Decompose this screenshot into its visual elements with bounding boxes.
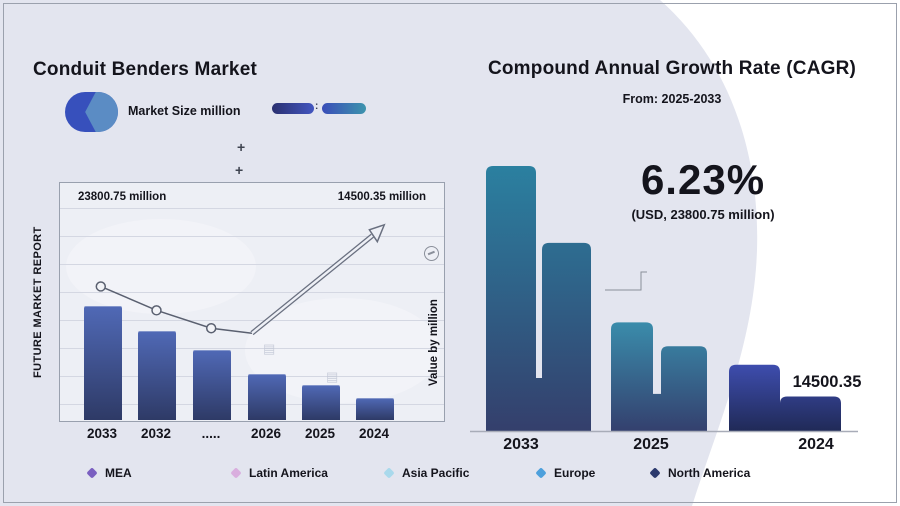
- legend-label: North America: [668, 466, 751, 480]
- legend-diamond-icon: [230, 467, 242, 479]
- series-label: Market Size million: [128, 104, 241, 118]
- legend-diamond-icon: [383, 467, 395, 479]
- legend-label: Asia Pacific: [402, 466, 470, 480]
- x-tick-label: 2024: [798, 436, 834, 453]
- step-decoration: [605, 271, 647, 291]
- cagr-value: 6.23%: [640, 156, 766, 203]
- cagr-bar-2024-secondary: [780, 396, 841, 431]
- cagr-bar-2033-primary: [486, 166, 536, 431]
- cagr-bars-svg: [470, 166, 858, 433]
- legend-label: Europe: [554, 466, 596, 480]
- cagr-chart: 14500.35 2033 2025 2024: [462, 160, 872, 460]
- cagr-detail: (USD, 23800.75 million): [631, 207, 775, 222]
- plus-decoration: +: [237, 139, 246, 155]
- legend-diamond-icon: [649, 467, 661, 479]
- left-axis-watermark: FUTURE MARKET REPORT: [32, 226, 44, 378]
- legend-diamond-icon: [535, 467, 547, 479]
- page-title: Conduit Benders Market: [33, 59, 257, 80]
- x-tick-label: 2033: [503, 436, 539, 453]
- cagr-bar-2024-primary: [729, 364, 780, 431]
- ratio-pill-left: [272, 103, 314, 114]
- market-size-bar-.....: [193, 350, 231, 420]
- market-size-bar-2032: [138, 331, 176, 420]
- bar-value-label: 14500.35: [792, 373, 862, 391]
- legend-item-asia-pacific: Asia Pacific: [383, 466, 470, 480]
- chart-gridlines: [60, 208, 444, 405]
- region-legend: MEA Latin America Asia Pacific Europe North …: [0, 466, 900, 488]
- legend-diamond-icon: [86, 467, 98, 479]
- cylinder-icon: [65, 92, 118, 132]
- market-size-bar-2024: [356, 398, 394, 420]
- legend-label: Latin America: [249, 466, 328, 480]
- value-axis-label: Value by million: [428, 299, 440, 387]
- x-tick-label: 2025: [304, 426, 336, 441]
- market-size-chart: 23800.75 million 14500.35 million ▤ ▤: [59, 182, 445, 422]
- cagr-title: Compound Annual Growth Rate (CAGR): [487, 58, 857, 79]
- cagr-subtitle: From: 2025-2033: [622, 92, 722, 106]
- x-tick-label: 2024: [358, 426, 390, 441]
- max-value-label: 23800.75 million: [78, 191, 167, 203]
- left-chart-x-axis: 2033 2032..... 2026 2025 2024: [59, 426, 445, 446]
- x-tick-label: 2025: [633, 436, 669, 453]
- x-tick-label: 2032: [140, 426, 172, 441]
- page-watermark-icon: ▤: [263, 341, 276, 356]
- min-value-label: 14500.35 million: [337, 191, 426, 203]
- legend-label: MEA: [105, 466, 132, 480]
- market-size-bar-2026: [248, 374, 286, 420]
- bar-merge: [486, 378, 591, 431]
- x-tick-label: 2033: [86, 426, 118, 441]
- cylinder-cap: [85, 92, 118, 132]
- market-size-bar-2033: [84, 306, 122, 420]
- bars-layer: [60, 183, 444, 421]
- bar-merge: [611, 393, 707, 431]
- trend-line-arrow: [95, 223, 386, 336]
- ratio-separator: :: [315, 101, 319, 112]
- legend-item-mea: MEA: [86, 466, 132, 480]
- x-tick-label: 2026: [250, 426, 282, 441]
- plus-decoration: +: [235, 162, 244, 178]
- x-tick-label: .....: [201, 426, 221, 441]
- legend-item-europe: Europe: [535, 466, 596, 480]
- page-watermark-icon: ▤: [326, 369, 339, 384]
- market-size-bar-2025: [302, 385, 340, 420]
- ratio-pill-right: [322, 103, 366, 114]
- legend-item-latin-america: Latin America: [230, 466, 328, 480]
- legend-item-north-america: North America: [649, 466, 751, 480]
